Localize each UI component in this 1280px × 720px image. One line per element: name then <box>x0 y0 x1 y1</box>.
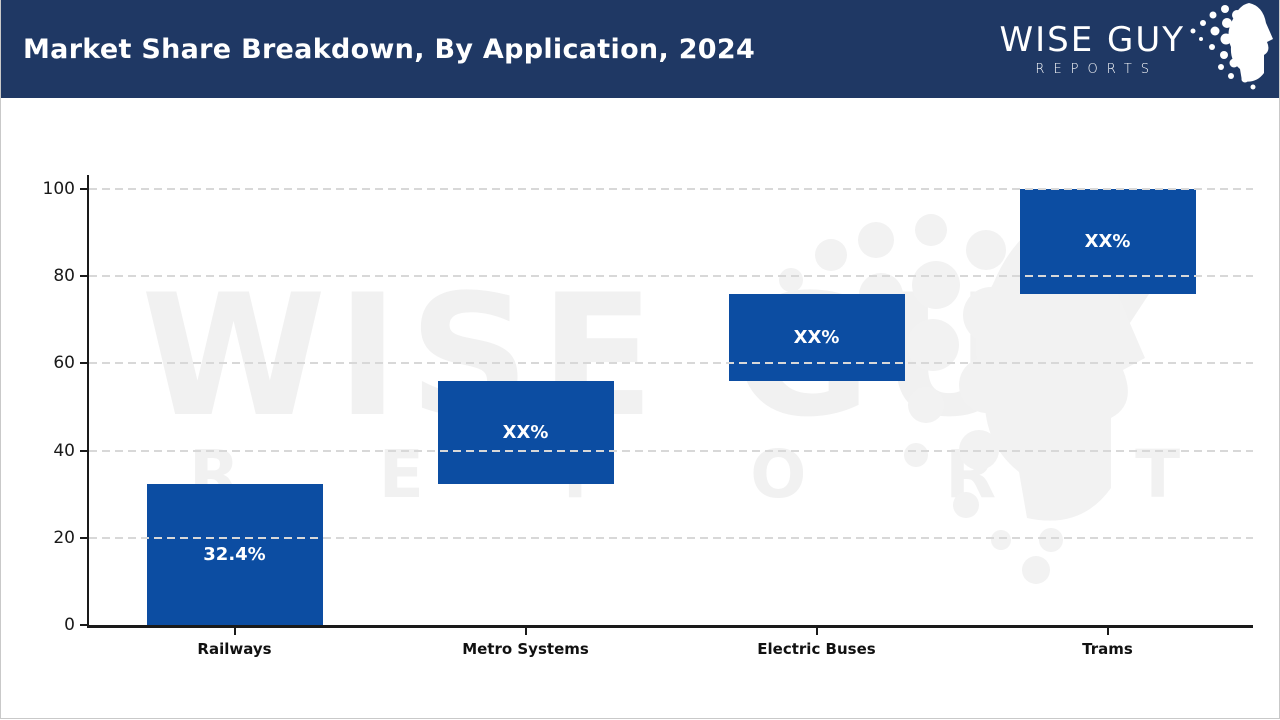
chart: 0 20 40 60 80 100 32.4% Railways XX% Metro System… <box>1 98 1279 718</box>
x-tick-mark-railways <box>233 628 236 635</box>
y-tick-label-20: 20 <box>53 527 75 548</box>
y-tick-mark-0 <box>80 624 87 626</box>
logo-head-icon <box>1190 3 1273 90</box>
page-title: Market Share Breakdown, By Application, … <box>23 33 756 65</box>
y-tick-label-80: 80 <box>53 266 75 287</box>
x-axis-label-railways: Railways <box>197 640 272 658</box>
bar-metro-systems: XX% <box>437 380 614 484</box>
gridline-40 <box>89 449 1253 452</box>
x-axis-label-electric-buses: Electric Buses <box>757 640 876 658</box>
x-tick-mark-trams <box>1106 628 1109 635</box>
bar-value-label-metro-systems: XX% <box>502 421 549 443</box>
y-tick-mark-60 <box>80 362 87 365</box>
y-tick-label-100: 100 <box>42 179 75 199</box>
y-axis-line <box>87 175 89 628</box>
bar-value-label-railways: 32.4% <box>203 543 266 565</box>
gridline-60 <box>89 362 1253 365</box>
y-tick-label-40: 40 <box>53 440 75 461</box>
x-tick-mark-metro-systems <box>524 628 527 635</box>
x-axis-label-metro-systems: Metro Systems <box>462 640 589 658</box>
gridline-100 <box>89 188 1253 190</box>
y-tick-mark-80 <box>80 275 87 278</box>
x-axis-label-trams: Trams <box>1082 640 1133 658</box>
logo: WISE GUY REPORTS <box>999 0 1279 98</box>
x-axis-line <box>87 625 1253 628</box>
y-tick-label-60: 60 <box>53 353 75 374</box>
logo-wordmark-line2: REPORTS <box>1035 61 1159 77</box>
gridline-80 <box>89 275 1253 278</box>
logo-wordmark-line1: WISE GUY <box>999 19 1185 60</box>
bar-trams: XX% <box>1019 189 1196 294</box>
bar-electric-buses: XX% <box>728 293 905 381</box>
x-tick-mark-electric-buses <box>815 628 818 635</box>
bar-value-label-trams: XX% <box>1084 230 1131 252</box>
header: Market Share Breakdown, By Application, … <box>1 0 1279 98</box>
gridline-20 <box>89 536 1253 539</box>
y-tick-mark-40 <box>80 449 87 452</box>
bar-value-label-electric-buses: XX% <box>793 326 840 348</box>
bar-railways: 32.4% <box>146 483 323 625</box>
y-tick-label-0: 0 <box>64 615 75 635</box>
logo-wordmark: WISE GUY REPORTS <box>999 23 1185 76</box>
y-tick-mark-20 <box>80 536 87 539</box>
y-tick-mark-100 <box>80 188 87 190</box>
